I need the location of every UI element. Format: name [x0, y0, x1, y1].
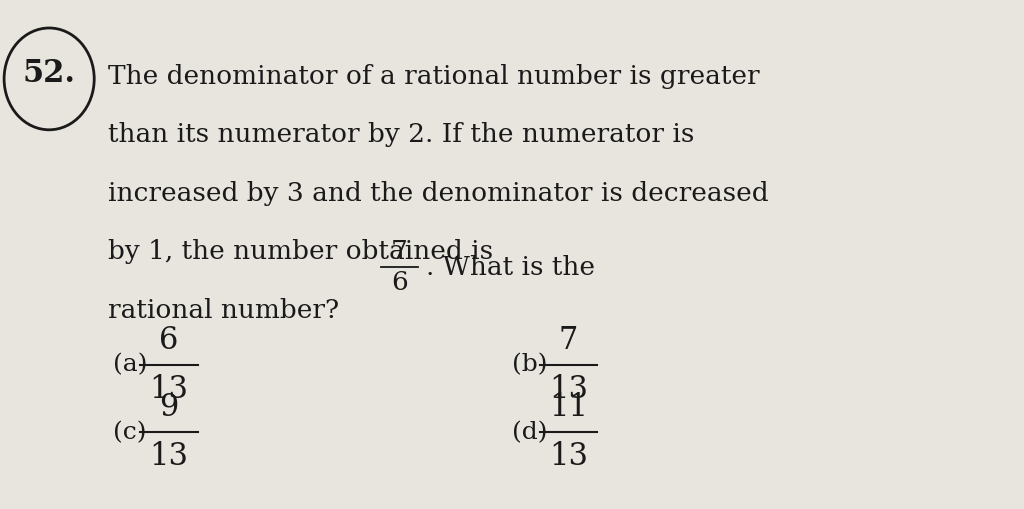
Text: (b): (b)	[512, 354, 548, 377]
Text: 6: 6	[391, 270, 408, 295]
Text: by 1, the number obtained is: by 1, the number obtained is	[108, 239, 501, 264]
Text: 7: 7	[559, 325, 578, 356]
Text: 13: 13	[150, 374, 188, 405]
Text: rational number?: rational number?	[108, 298, 339, 323]
Text: 13: 13	[549, 374, 588, 405]
Text: 13: 13	[150, 441, 188, 472]
Text: The denominator of a rational number is greater: The denominator of a rational number is …	[108, 64, 759, 89]
Text: (a): (a)	[113, 354, 147, 377]
Text: 13: 13	[549, 441, 588, 472]
Text: 9: 9	[160, 392, 178, 423]
Text: 52.: 52.	[23, 59, 76, 89]
Text: 7: 7	[391, 239, 408, 265]
Text: than its numerator by 2. If the numerator is: than its numerator by 2. If the numerato…	[108, 122, 694, 147]
Text: (d): (d)	[512, 421, 548, 444]
Text: increased by 3 and the denominator is decreased: increased by 3 and the denominator is de…	[108, 181, 768, 206]
Text: 6: 6	[160, 325, 178, 356]
Text: 11: 11	[549, 392, 588, 423]
Text: . What is the: . What is the	[426, 254, 595, 280]
Text: (c): (c)	[113, 421, 146, 444]
